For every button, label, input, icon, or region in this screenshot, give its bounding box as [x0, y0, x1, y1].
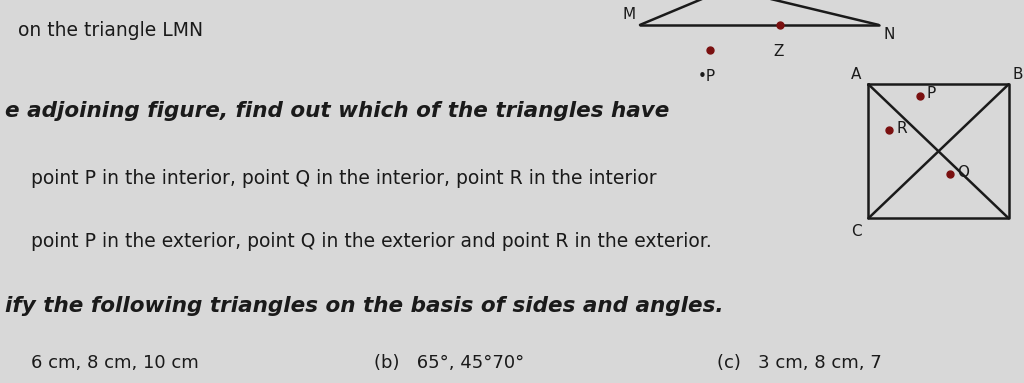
- Text: point P in the exterior, point Q in the exterior and point R in the exterior.: point P in the exterior, point Q in the …: [31, 232, 712, 251]
- Text: A: A: [851, 67, 861, 82]
- Text: point P in the interior, point Q in the interior, point R in the interior: point P in the interior, point Q in the …: [31, 169, 656, 188]
- Text: N: N: [884, 27, 895, 42]
- Text: •P: •P: [697, 69, 716, 84]
- Text: e adjoining figure, find out which of the triangles have: e adjoining figure, find out which of th…: [5, 101, 670, 121]
- Text: ify the following triangles on the basis of sides and angles.: ify the following triangles on the basis…: [5, 296, 724, 316]
- Text: C: C: [851, 224, 861, 239]
- Text: Z: Z: [773, 44, 783, 59]
- Text: M: M: [623, 7, 636, 22]
- Text: Q: Q: [957, 165, 970, 180]
- Text: (c)   3 cm, 8 cm, 7: (c) 3 cm, 8 cm, 7: [717, 354, 882, 372]
- Text: B: B: [1013, 67, 1023, 82]
- Text: P: P: [927, 86, 936, 101]
- Text: on the triangle LMN: on the triangle LMN: [18, 21, 204, 40]
- Text: 6 cm, 8 cm, 10 cm: 6 cm, 8 cm, 10 cm: [31, 354, 199, 372]
- Text: R: R: [896, 121, 906, 136]
- Text: (b)   65°, 45°70°: (b) 65°, 45°70°: [374, 354, 524, 372]
